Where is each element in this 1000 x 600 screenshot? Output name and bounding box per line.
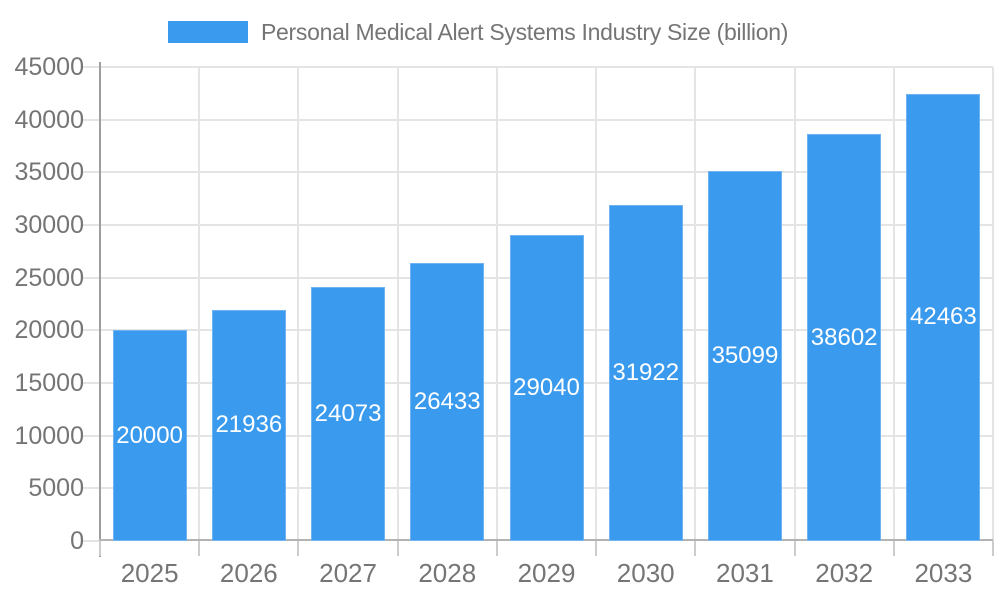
y-axis-tick [82, 540, 100, 542]
y-tick-label: 45000 [14, 53, 84, 81]
x-axis-tick [495, 541, 498, 556]
bar: 42463 [906, 93, 981, 541]
chart-title: Personal Medical Alert Systems Industry … [261, 18, 789, 45]
y-tick-label: 20000 [14, 316, 84, 345]
y-tick-label: 40000 [14, 105, 84, 134]
x-axis-tick [595, 541, 598, 556]
bar: 35099 [707, 171, 782, 541]
y-axis-tick [82, 118, 100, 121]
x-axis-tick [297, 541, 300, 556]
y-axis-tick [82, 329, 100, 332]
bar-value-label: 24073 [314, 400, 382, 428]
v-gridline [396, 67, 399, 541]
bar-value-label: 31922 [612, 358, 680, 386]
h-gridline [100, 171, 993, 174]
x-tick-label: 2029 [517, 558, 576, 588]
bar-value-label: 20000 [116, 421, 183, 449]
v-gridline [198, 67, 201, 541]
y-tick-label: 35000 [14, 158, 84, 187]
legend-swatch [168, 21, 248, 43]
x-tick-label: 2028 [418, 558, 477, 588]
x-axis-tick [892, 541, 895, 556]
h-gridline [100, 118, 993, 121]
v-gridline [694, 67, 697, 541]
x-tick-label: 2031 [716, 558, 774, 588]
x-axis-tick [198, 541, 201, 556]
v-gridline [992, 67, 994, 541]
v-gridline [495, 67, 498, 541]
y-tick-label: 0 [70, 527, 84, 555]
bar: 29040 [509, 235, 584, 541]
x-axis-tick [793, 541, 796, 556]
bar: 20000 [112, 330, 187, 541]
bar-value-label: 38602 [810, 323, 878, 351]
x-tick-label: 2025 [120, 558, 179, 588]
v-gridline [793, 67, 796, 541]
y-axis-tick [82, 382, 100, 384]
x-axis-tick [99, 541, 101, 556]
x-axis-tick [396, 541, 399, 556]
bar-value-label: 29040 [513, 374, 580, 402]
y-tick-label: 25000 [14, 263, 84, 292]
x-tick-label: 2033 [914, 558, 973, 588]
x-axis-tick [992, 541, 994, 556]
bar: 38602 [807, 134, 882, 541]
bar: 26433 [410, 262, 485, 541]
bar: 31922 [608, 204, 683, 541]
v-gridline [892, 67, 895, 541]
y-axis-tick [82, 171, 100, 174]
legend: Personal Medical Alert Systems Industry … [168, 18, 789, 45]
v-gridline [297, 67, 300, 541]
y-axis-tick [82, 66, 100, 68]
y-tick-label: 15000 [14, 369, 84, 397]
bar: 21936 [211, 309, 286, 541]
v-gridline [595, 67, 598, 541]
y-axis-tick [82, 276, 100, 279]
y-axis-tick [82, 434, 100, 437]
y-tick-label: 30000 [14, 211, 84, 239]
y-axis-tick [82, 224, 100, 226]
bar: 24073 [311, 287, 386, 541]
y-tick-label: 5000 [28, 474, 84, 503]
y-tick-label: 10000 [14, 421, 84, 450]
y-axis-line [99, 62, 101, 557]
h-gridline [100, 224, 993, 226]
h-gridline [100, 66, 993, 68]
y-axis-tick [82, 487, 100, 490]
x-tick-label: 2030 [616, 558, 675, 588]
bar-value-label: 21936 [215, 411, 283, 439]
bar-value-label: 42463 [910, 303, 977, 331]
x-tick-label: 2027 [319, 558, 377, 588]
x-axis-tick [694, 541, 697, 556]
bar-value-label: 35099 [711, 342, 779, 370]
x-tick-label: 2032 [815, 558, 874, 588]
x-tick-label: 2026 [219, 558, 278, 588]
bar-value-label: 26433 [413, 387, 481, 415]
